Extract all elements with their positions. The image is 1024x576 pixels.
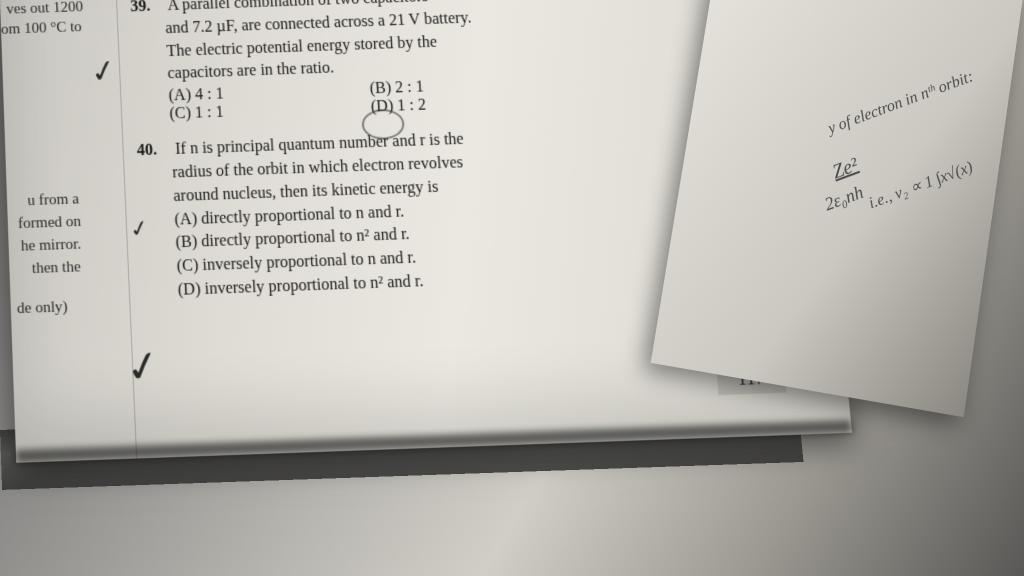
margin-fragment: ves out 1200	[6, 0, 83, 19]
margin-fragment: then the	[32, 259, 82, 278]
margin-fragment: de only)	[17, 299, 68, 318]
right-page-text: y of electron in nᵗʰ orbit:	[825, 68, 975, 138]
right-overlapping-page: y of electron in nᵗʰ orbit: Ze² 2ε₀nh i.…	[651, 0, 1024, 417]
q39-number: 39.	[130, 0, 165, 18]
formula-denominator: 2ε₀nh	[822, 182, 866, 216]
formula-numerator: Ze²	[830, 154, 861, 185]
q40-number: 40.	[136, 140, 171, 162]
margin-fragment: u from a	[27, 191, 79, 210]
checkmark-icon: ✓	[121, 339, 165, 395]
margin-fragment: he mirror.	[21, 236, 82, 256]
margin-fragment: formed on	[18, 214, 82, 234]
handwritten-note: i.e., v₂ ∝ 1 ∫x√(x)	[866, 157, 975, 214]
margin-fragment: om 100 °C to	[1, 19, 82, 39]
